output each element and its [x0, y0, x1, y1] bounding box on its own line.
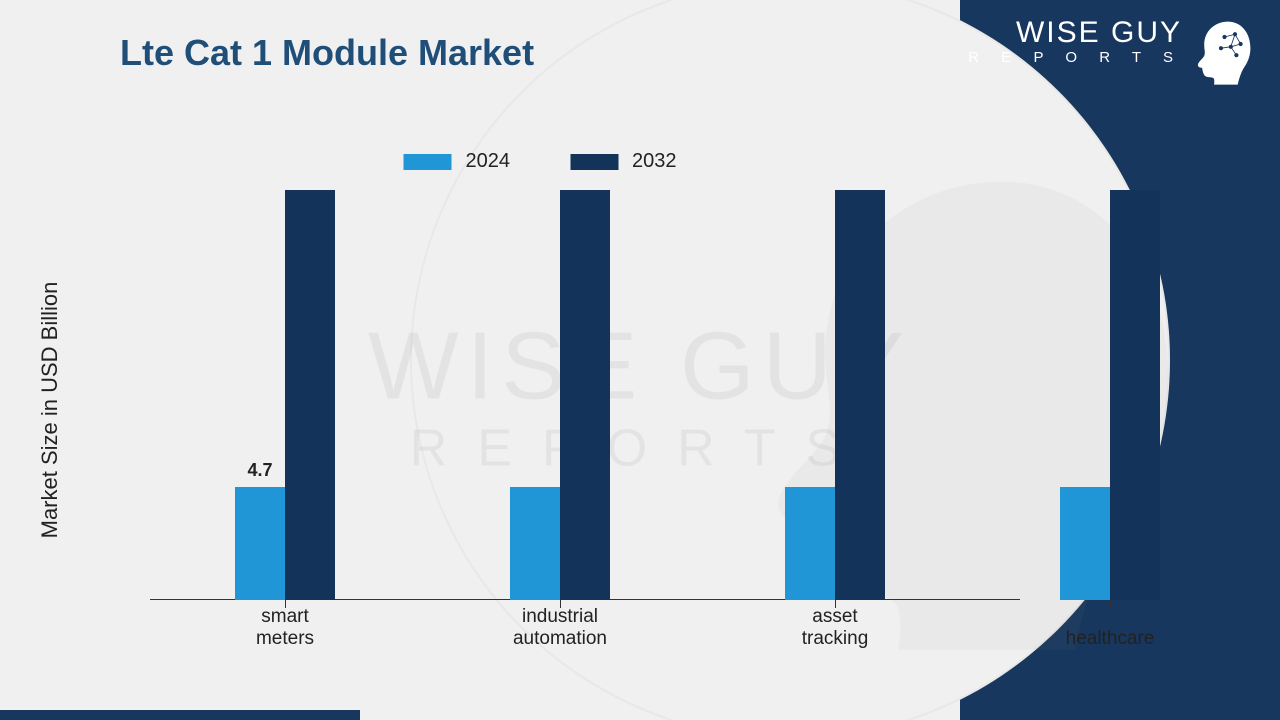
bar-2032-0	[285, 190, 335, 600]
legend-item-2024: 2024	[404, 150, 511, 173]
bar-2032-1	[560, 190, 610, 600]
page-root: WISE GUY REPORTS WISE GUY R E P O R T S …	[0, 0, 1280, 720]
category-label: healthcare	[1030, 628, 1190, 650]
bottom-accent-bar	[0, 710, 360, 720]
legend-swatch-2024	[404, 154, 452, 170]
bar-2024-0	[235, 487, 285, 600]
legend-swatch-2032	[570, 154, 618, 170]
chart-title: Lte Cat 1 Module Market	[120, 32, 534, 74]
category-label: smartmeters	[205, 606, 365, 650]
category-label: industrialautomation	[480, 606, 640, 650]
legend: 2024 2032	[404, 150, 677, 173]
brand-logo: WISE GUY R E P O R T S	[968, 18, 1256, 65]
plot-region: smartmetersindustrialautomationassettrac…	[150, 190, 1020, 600]
bar-2024-2	[785, 487, 835, 600]
bar-2024-3	[1060, 487, 1110, 600]
logo-sub-text: R E P O R T S	[968, 50, 1182, 65]
head-icon	[1186, 16, 1256, 86]
category-label: assettracking	[755, 606, 915, 650]
y-axis-label: Market Size in USD Billion	[37, 282, 63, 539]
legend-label-2024: 2024	[466, 150, 511, 173]
legend-item-2032: 2032	[570, 150, 677, 173]
legend-label-2032: 2032	[632, 150, 677, 173]
logo-main-text: WISE GUY	[968, 18, 1182, 48]
chart-area: Market Size in USD Billion 2024 2032 sma…	[60, 150, 1020, 670]
x-tick	[1110, 600, 1111, 608]
bar-2032-3	[1110, 190, 1160, 600]
bar-2024-1	[510, 487, 560, 600]
bar-value-label: 4.7	[247, 460, 272, 481]
bar-2032-2	[835, 190, 885, 600]
